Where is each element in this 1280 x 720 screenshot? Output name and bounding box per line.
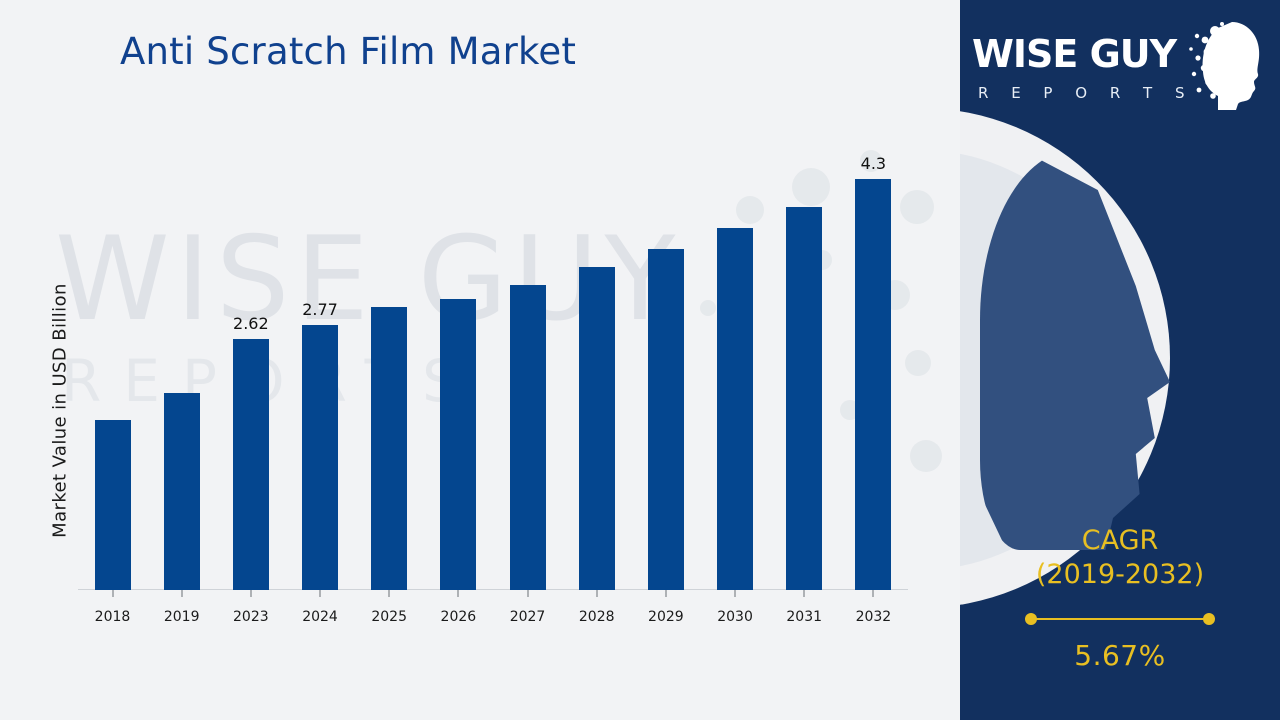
bar [163,393,200,590]
brand-logo[interactable]: WISE GUY R E P O R T S [960,0,1280,120]
decor-blob [700,300,716,316]
bar-slot: 2031 [770,150,839,625]
x-axis-label: 2030 [717,609,753,625]
x-axis-tick [803,590,805,597]
x-axis-tick [319,590,321,597]
x-axis-tick [734,590,736,597]
bar-slot: 2030 [701,150,770,625]
x-axis-label: 2025 [371,609,408,625]
page-title: Anti Scratch Film Market [120,30,577,73]
x-axis-tick [872,590,874,597]
x-axis-tick [596,590,598,597]
divider-line [1031,618,1209,620]
decor-blob [860,150,882,172]
decor-blob [910,440,942,472]
logo-wordmark: WISE GUY [972,32,1177,76]
bar [578,267,615,590]
x-axis-label: 2028 [578,609,615,625]
bar-value-label: 2.77 [302,300,338,319]
x-axis-label: 2023 [233,609,269,625]
bar [371,307,408,590]
x-axis-tick [250,590,252,597]
x-axis-tick [527,590,529,597]
x-axis-tick [388,590,390,597]
bar [786,207,823,590]
x-axis-label: 2019 [163,609,200,625]
bar-slot: 2027 [493,150,562,625]
plot-area: 2018 2019 2.62 2023 2.77 2024 2025 2026 2027 2028… [78,150,908,625]
bar [94,420,131,590]
bar-slot: 2.62 2023 [216,150,285,625]
decor-blob [900,190,934,224]
bar [440,299,477,590]
x-axis-label: 2029 [648,609,684,625]
bar-slot: 2.77 2024 [286,150,355,625]
cagr-value: 5.67% [1074,639,1166,672]
x-axis-label: 2032 [855,609,892,625]
x-axis-label: 2031 [786,609,823,625]
bar-series: 2018 2019 2.62 2023 2.77 2024 2025 2026 2027 2028… [78,150,908,625]
x-axis-label: 2018 [94,609,131,625]
bar [717,228,754,590]
logo-tagline: R E P O R T S [978,84,1194,102]
dotted-head-icon [1189,22,1260,110]
x-axis-line [78,589,908,590]
x-axis-label: 2027 [509,609,546,625]
bar-value-label: 2.62 [233,314,269,333]
x-axis-tick [665,590,667,597]
bar-slot: 2029 [631,150,700,625]
cagr-divider [1025,613,1215,625]
bar-slot: 2025 [355,150,424,625]
bar-slot: 2028 [562,150,631,625]
bar [302,325,339,590]
cagr-block: CAGR (2019-2032) 5.67% [960,524,1280,672]
decor-blob [736,196,764,224]
bar-slot: 4.3 2032 [839,150,908,625]
x-axis-label: 2026 [440,609,477,625]
cagr-title: CAGR [1081,524,1159,556]
bar-value-label: 4.3 [860,154,887,173]
bar-slot: 2026 [424,150,493,625]
bar [647,249,684,590]
side-panel: WISE GUY R E P O R T S CAGR (2019-2032) [960,0,1280,720]
decor-blob [792,168,830,206]
decor-blob [840,400,860,420]
bar [509,285,546,590]
x-axis-tick [112,590,113,597]
bar-slot: 2019 [147,150,216,625]
chart-panel: WISE GUY REPORTS Anti Scratch Film Marke… [49,30,942,625]
x-axis-label: 2024 [302,609,338,625]
y-axis-label: Market Value in USD Billion [49,283,71,538]
bar [855,179,892,590]
x-axis-tick [181,590,183,597]
bar [232,339,269,590]
head-silhouette-icon [980,158,1170,550]
cagr-range: (2019-2032) [1035,559,1205,591]
divider-dot-right [1203,613,1215,625]
bar-slot: 2018 [78,150,147,625]
x-axis-tick [457,590,459,597]
decor-blob [905,350,931,376]
